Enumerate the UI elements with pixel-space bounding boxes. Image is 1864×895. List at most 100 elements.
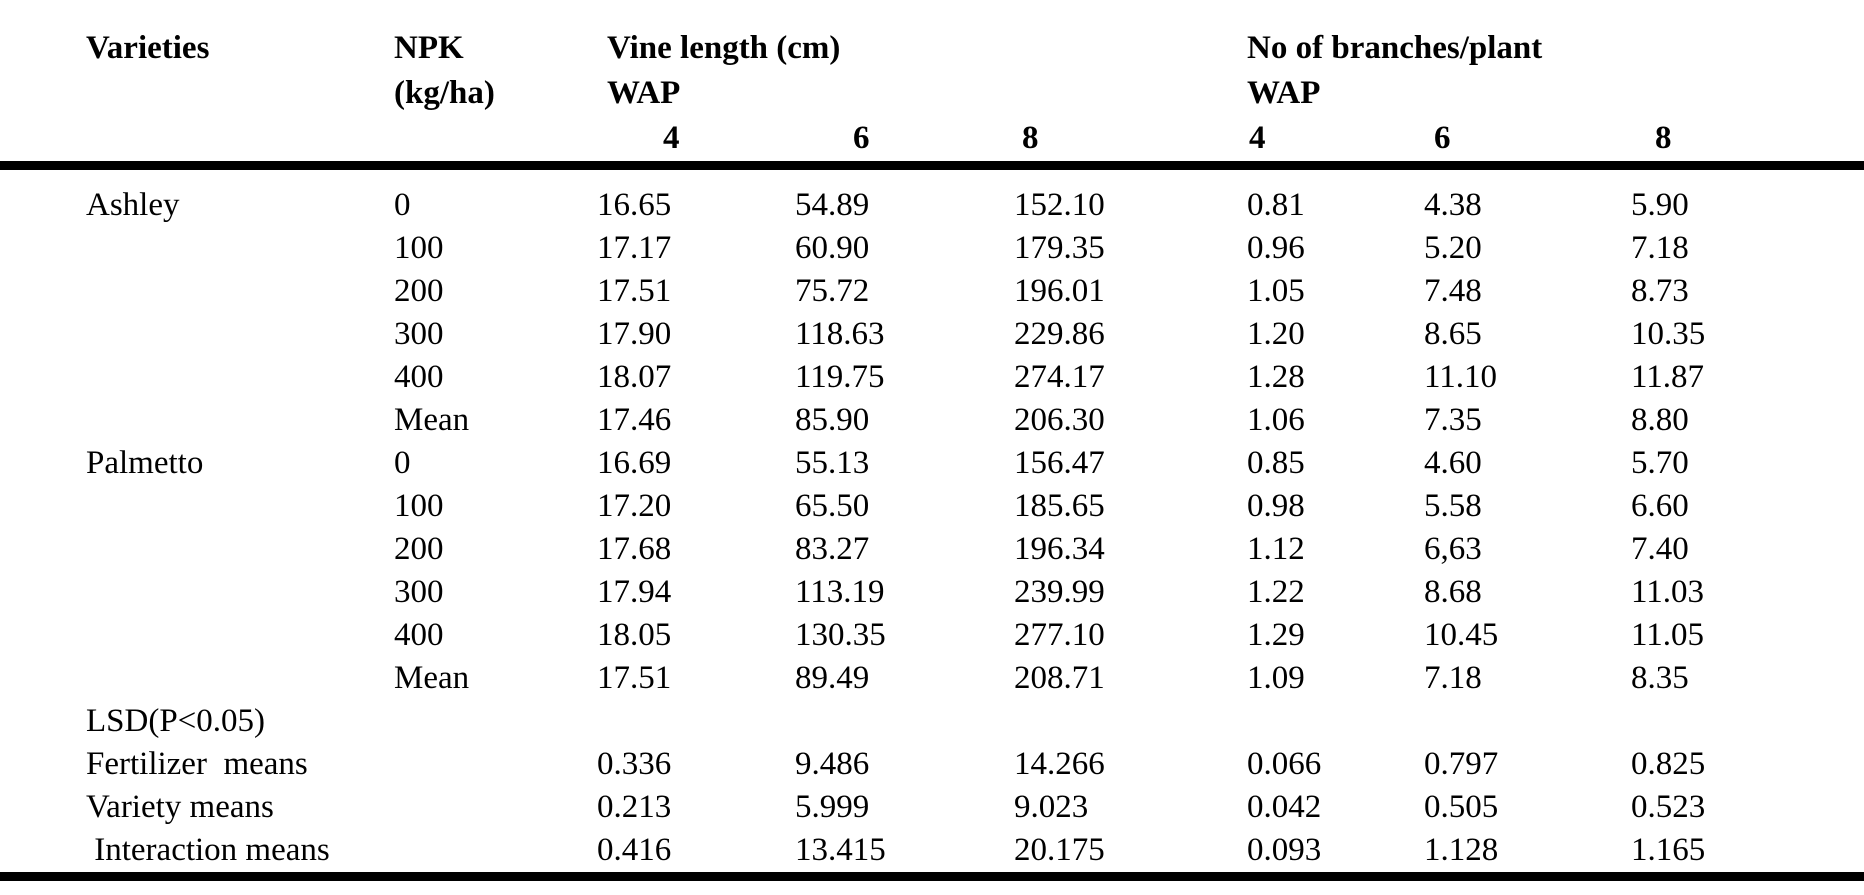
npk-cell: Mean xyxy=(394,660,470,696)
value-cell: 5.999 xyxy=(795,789,870,825)
branches-title: No of branches/plant xyxy=(1247,30,1543,66)
variety-cell xyxy=(0,614,394,657)
value-cell: 75.72 xyxy=(795,273,870,309)
value-cell: 5.90 xyxy=(1631,187,1689,223)
value-cell: 18.05 xyxy=(597,617,672,653)
value-cell: 239.99 xyxy=(1014,574,1105,610)
value-cell: 8.80 xyxy=(1631,402,1689,438)
value-cell: 113.19 xyxy=(795,574,885,610)
variety-cell: LSD(P<0.05) xyxy=(86,703,266,739)
value-cell: 130.35 xyxy=(795,617,886,653)
value-cell: 8.73 xyxy=(1631,273,1689,309)
table-row: Fertilizer means 0.336 9.486 14.266 0.066 0.7… xyxy=(0,743,1864,786)
header-row-groups: Varieties NPK (kg/ha) Vine length (cm) W… xyxy=(0,0,1864,170)
value-cell: 14.266 xyxy=(1014,746,1105,782)
value-cell: 8.68 xyxy=(1424,574,1482,610)
value-cell: 1.06 xyxy=(1247,402,1305,438)
value-cell: 16.69 xyxy=(597,445,672,481)
value-cell: 1.128 xyxy=(1424,832,1499,868)
value-cell: 5.70 xyxy=(1631,445,1689,481)
value-cell: 60.90 xyxy=(795,230,870,266)
value-cell: 13.415 xyxy=(795,832,886,868)
vine-week-4-header: 4 xyxy=(597,116,795,170)
value-cell: 277.10 xyxy=(1014,617,1105,653)
branches-week-8-header: 8 xyxy=(1631,116,1864,170)
value-cell: 0.336 xyxy=(597,746,672,782)
variety-cell: Ashley xyxy=(86,187,180,223)
value-cell: 0.96 xyxy=(1247,230,1305,266)
table-body: Ashley 0 16.65 54.89 152.10 0.81 4.38 5.90 100 17… xyxy=(0,166,1864,877)
value-cell xyxy=(1424,700,1631,743)
branches-wap-label: WAP xyxy=(1247,75,1321,111)
value-cell: 17.17 xyxy=(597,230,672,266)
value-cell: 10.45 xyxy=(1424,617,1499,653)
npk-cell: 0 xyxy=(394,187,411,223)
value-cell xyxy=(1247,700,1424,743)
value-cell: 8.35 xyxy=(1631,660,1689,696)
table-row: 100 17.20 65.50 185.65 0.98 5.58 6.60 xyxy=(0,485,1864,528)
table-row: 400 18.05 130.35 277.10 1.29 10.45 11.05 xyxy=(0,614,1864,657)
value-cell: 0.066 xyxy=(1247,746,1322,782)
table-row: Palmetto 0 16.69 55.13 156.47 0.85 4.60 5.70 xyxy=(0,442,1864,485)
value-cell: 119.75 xyxy=(795,359,885,395)
variety-cell xyxy=(0,485,394,528)
value-cell: 0.213 xyxy=(597,789,672,825)
value-cell: 0.85 xyxy=(1247,445,1305,481)
value-cell: 89.49 xyxy=(795,660,870,696)
npk-cell xyxy=(394,829,597,877)
value-cell: 0.416 xyxy=(597,832,672,868)
variety-cell xyxy=(0,657,394,700)
variety-cell: Variety means xyxy=(86,789,274,825)
value-cell: 1.05 xyxy=(1247,273,1305,309)
value-cell xyxy=(1014,700,1247,743)
table-row: Mean 17.51 89.49 208.71 1.09 7.18 8.35 xyxy=(0,657,1864,700)
table-row: Ashley 0 16.65 54.89 152.10 0.81 4.38 5.90 xyxy=(0,166,1864,228)
variety-cell xyxy=(0,270,394,313)
value-cell: 7.35 xyxy=(1424,402,1482,438)
value-cell: 11.87 xyxy=(1631,359,1705,395)
value-cell: 8.65 xyxy=(1424,316,1482,352)
value-cell: 4.60 xyxy=(1424,445,1482,481)
npk-cell: 100 xyxy=(394,230,444,266)
branches-week-4-header: 4 xyxy=(1247,116,1425,170)
value-cell: 0.093 xyxy=(1247,832,1322,868)
npk-cell: 0 xyxy=(394,445,411,481)
value-cell: 1.09 xyxy=(1247,660,1305,696)
value-cell xyxy=(1631,700,1864,743)
value-cell: 1.165 xyxy=(1631,832,1706,868)
value-cell: 196.34 xyxy=(1014,531,1105,567)
table-row: LSD(P<0.05) xyxy=(0,700,1864,743)
table-header: Varieties NPK (kg/ha) Vine length (cm) W… xyxy=(0,0,1864,170)
varieties-label: Varieties xyxy=(86,30,210,66)
table-row: Mean 17.46 85.90 206.30 1.06 7.35 8.80 xyxy=(0,399,1864,442)
vine-week-8-header: 8 xyxy=(1014,116,1248,170)
value-cell: 16.65 xyxy=(597,187,672,223)
npk-cell: 400 xyxy=(394,617,444,653)
value-cell: 17.46 xyxy=(597,402,672,438)
value-cell: 4.38 xyxy=(1424,187,1482,223)
variety-cell xyxy=(0,227,394,270)
npk-cell: 100 xyxy=(394,488,444,524)
npk-cell xyxy=(394,700,597,743)
value-cell: 7.18 xyxy=(1631,230,1689,266)
value-cell: 11.10 xyxy=(1424,359,1498,395)
variety-cell xyxy=(0,399,394,442)
value-cell: 17.51 xyxy=(597,660,672,696)
npk-cell: 200 xyxy=(394,531,444,567)
value-cell: 7.48 xyxy=(1424,273,1482,309)
value-cell: 1.20 xyxy=(1247,316,1305,352)
value-cell: 1.29 xyxy=(1247,617,1305,653)
variety-cell: Interaction means xyxy=(86,832,330,868)
value-cell: 0.505 xyxy=(1424,789,1499,825)
varieties-column-header: Varieties xyxy=(0,0,394,170)
value-cell: 5.20 xyxy=(1424,230,1482,266)
value-cell: 206.30 xyxy=(1014,402,1105,438)
value-cell: 152.10 xyxy=(1014,187,1105,223)
value-cell: 17.68 xyxy=(597,531,672,567)
value-cell: 65.50 xyxy=(795,488,870,524)
value-cell: 18.07 xyxy=(597,359,672,395)
table-row: 400 18.07 119.75 274.17 1.28 11.10 11.87 xyxy=(0,356,1864,399)
header-row-weeks: 4 6 8 4 6 8 xyxy=(0,116,1864,170)
value-cell: 229.86 xyxy=(1014,316,1105,352)
